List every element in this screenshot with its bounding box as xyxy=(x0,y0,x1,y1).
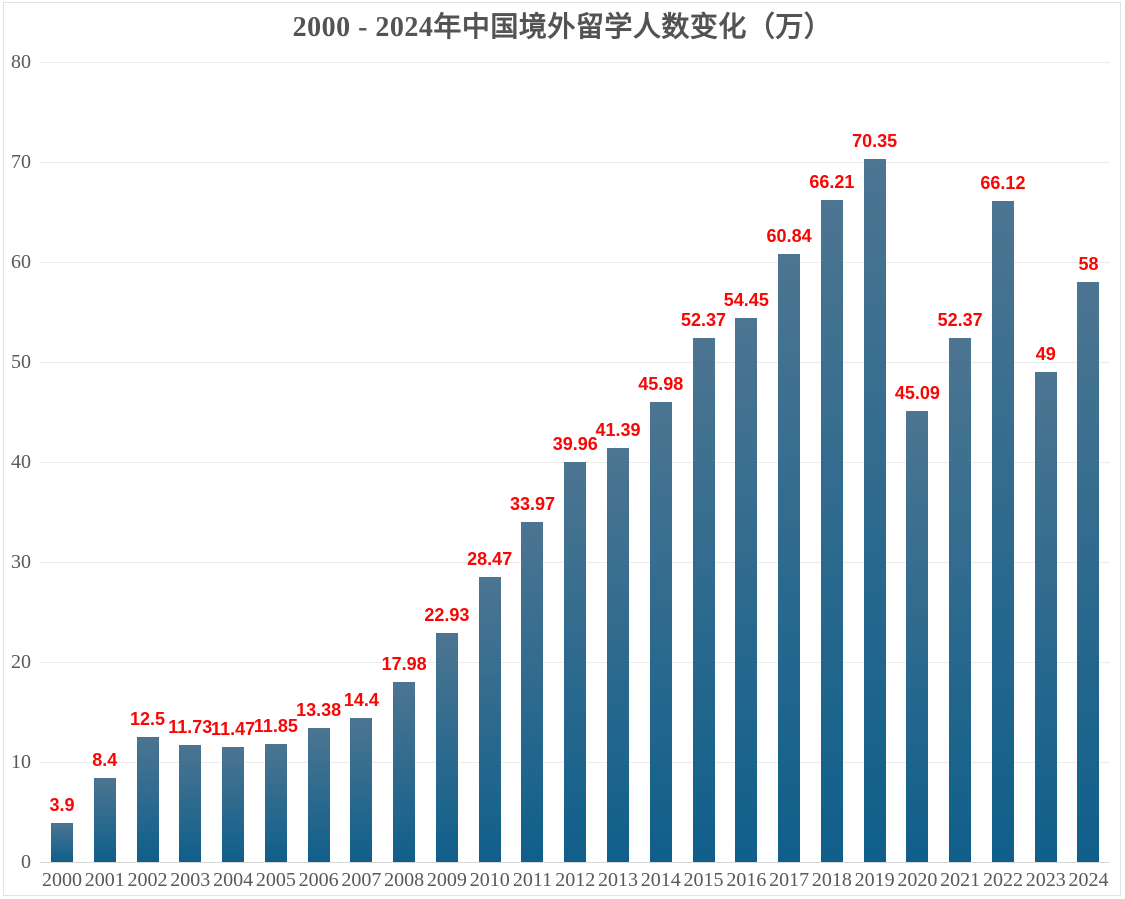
x-tick-label: 2020 xyxy=(897,869,938,891)
x-tick-label: 2006 xyxy=(298,869,339,891)
y-tick-label: 0 xyxy=(21,851,31,873)
bar xyxy=(435,632,458,862)
bar-value-label: 58 xyxy=(1078,254,1099,274)
bar xyxy=(735,317,758,862)
bar-value-label: 17.98 xyxy=(381,654,427,675)
y-tick-label: 20 xyxy=(11,651,31,673)
bar-value-label: 39.96 xyxy=(552,434,598,455)
bar xyxy=(649,402,672,862)
bar-value-label: 54.45 xyxy=(723,289,769,310)
x-tick-label: 2001 xyxy=(84,869,125,891)
bar-value-label: 66.21 xyxy=(809,171,855,192)
bar xyxy=(93,778,116,862)
x-tick-label: 2019 xyxy=(854,869,895,891)
bar-value-label: 11.47 xyxy=(211,719,256,740)
bar-value-label: 12.5 xyxy=(130,709,166,729)
bar xyxy=(607,448,629,862)
y-tick-label: 60 xyxy=(11,251,31,273)
bar-value-label: 52.37 xyxy=(937,310,983,331)
gridline xyxy=(40,261,1110,263)
bar xyxy=(478,577,501,862)
bar xyxy=(264,743,287,862)
gridline xyxy=(40,361,1110,363)
y-tick-label: 80 xyxy=(11,51,31,73)
x-tick-label: 2023 xyxy=(1025,869,1066,891)
x-tick-label: 2011 xyxy=(512,869,553,891)
bar-value-label: 45.98 xyxy=(638,374,684,395)
x-tick-label: 2024 xyxy=(1068,869,1109,891)
bar xyxy=(949,338,972,862)
y-tick-label: 30 xyxy=(11,551,31,573)
bar-value-label: 8.4 xyxy=(92,750,118,770)
y-tick-label: 40 xyxy=(11,451,31,473)
gridline xyxy=(40,161,1110,163)
bar-value-label: 33.97 xyxy=(509,494,555,515)
bar xyxy=(820,199,843,862)
gridline xyxy=(40,61,1110,63)
x-tick-label: 2008 xyxy=(384,869,425,891)
x-tick-label: 2007 xyxy=(341,869,382,891)
x-tick-label: 2010 xyxy=(469,869,510,891)
bar xyxy=(564,462,587,862)
bar-value-label: 41.39 xyxy=(595,420,641,441)
x-tick-label: 2000 xyxy=(42,869,82,891)
x-tick-label: 2018 xyxy=(811,869,852,891)
chart-title: 2000 - 2024年中国境外留学人数变化（万） xyxy=(292,12,833,43)
bar xyxy=(179,744,202,862)
bar-value-label: 45.09 xyxy=(894,383,940,404)
bar xyxy=(307,728,330,862)
bar-value-label: 60.84 xyxy=(766,225,812,246)
x-tick-label: 2021 xyxy=(940,869,981,891)
x-tick-label: 2017 xyxy=(769,869,810,891)
bar xyxy=(906,411,929,862)
bar xyxy=(521,522,544,862)
bar-value-label: 28.47 xyxy=(467,549,513,570)
x-tick-label: 2005 xyxy=(255,869,296,891)
bar xyxy=(393,682,416,862)
x-tick-label: 2004 xyxy=(213,869,254,891)
bar xyxy=(222,747,245,862)
bar xyxy=(778,253,801,862)
bar-value-label: 14.4 xyxy=(343,690,379,710)
bar xyxy=(692,338,715,862)
bar xyxy=(136,737,159,862)
gridline xyxy=(40,461,1110,463)
y-tick-label: 10 xyxy=(11,751,31,773)
bar-value-label: 49 xyxy=(1035,344,1056,364)
bar xyxy=(51,823,73,862)
y-tick-label: 50 xyxy=(11,351,31,373)
x-tick-label: 2014 xyxy=(640,869,681,891)
y-tick-label: 70 xyxy=(11,151,31,173)
bar-value-label: 11.85 xyxy=(253,715,298,736)
x-tick-label: 2015 xyxy=(683,869,724,891)
bar-value-label: 66.12 xyxy=(980,172,1026,193)
bar-value-label: 22.93 xyxy=(424,604,470,625)
bar-value-label: 70.35 xyxy=(852,130,898,151)
bar-value-label: 13.38 xyxy=(296,700,342,721)
bar xyxy=(1034,372,1057,862)
x-tick-label: 2016 xyxy=(726,869,767,891)
bar-value-label: 3.9 xyxy=(49,795,75,815)
x-axis-line xyxy=(40,861,1110,863)
x-tick-label: 2013 xyxy=(598,869,638,891)
bar-value-label: 52.37 xyxy=(681,310,727,331)
bar xyxy=(991,200,1014,862)
x-tick-label: 2002 xyxy=(127,869,168,891)
x-tick-label: 2003 xyxy=(170,869,211,891)
bar xyxy=(1077,282,1100,862)
bar xyxy=(863,158,886,862)
x-tick-label: 2012 xyxy=(555,869,596,891)
bar xyxy=(350,718,373,862)
x-tick-label: 2022 xyxy=(982,869,1023,891)
x-tick-label: 2009 xyxy=(426,869,467,891)
bar-value-label: 11.73 xyxy=(168,716,213,737)
